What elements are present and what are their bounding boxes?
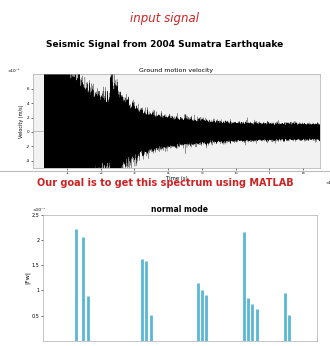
Text: Our goal is to get this spectrum using MATLAB: Our goal is to get this spectrum using M… — [37, 178, 293, 188]
Text: input signal: input signal — [130, 12, 200, 25]
Text: Seismic Signal from 2004 Sumatra Earthquake: Seismic Signal from 2004 Sumatra Earthqu… — [47, 40, 283, 49]
